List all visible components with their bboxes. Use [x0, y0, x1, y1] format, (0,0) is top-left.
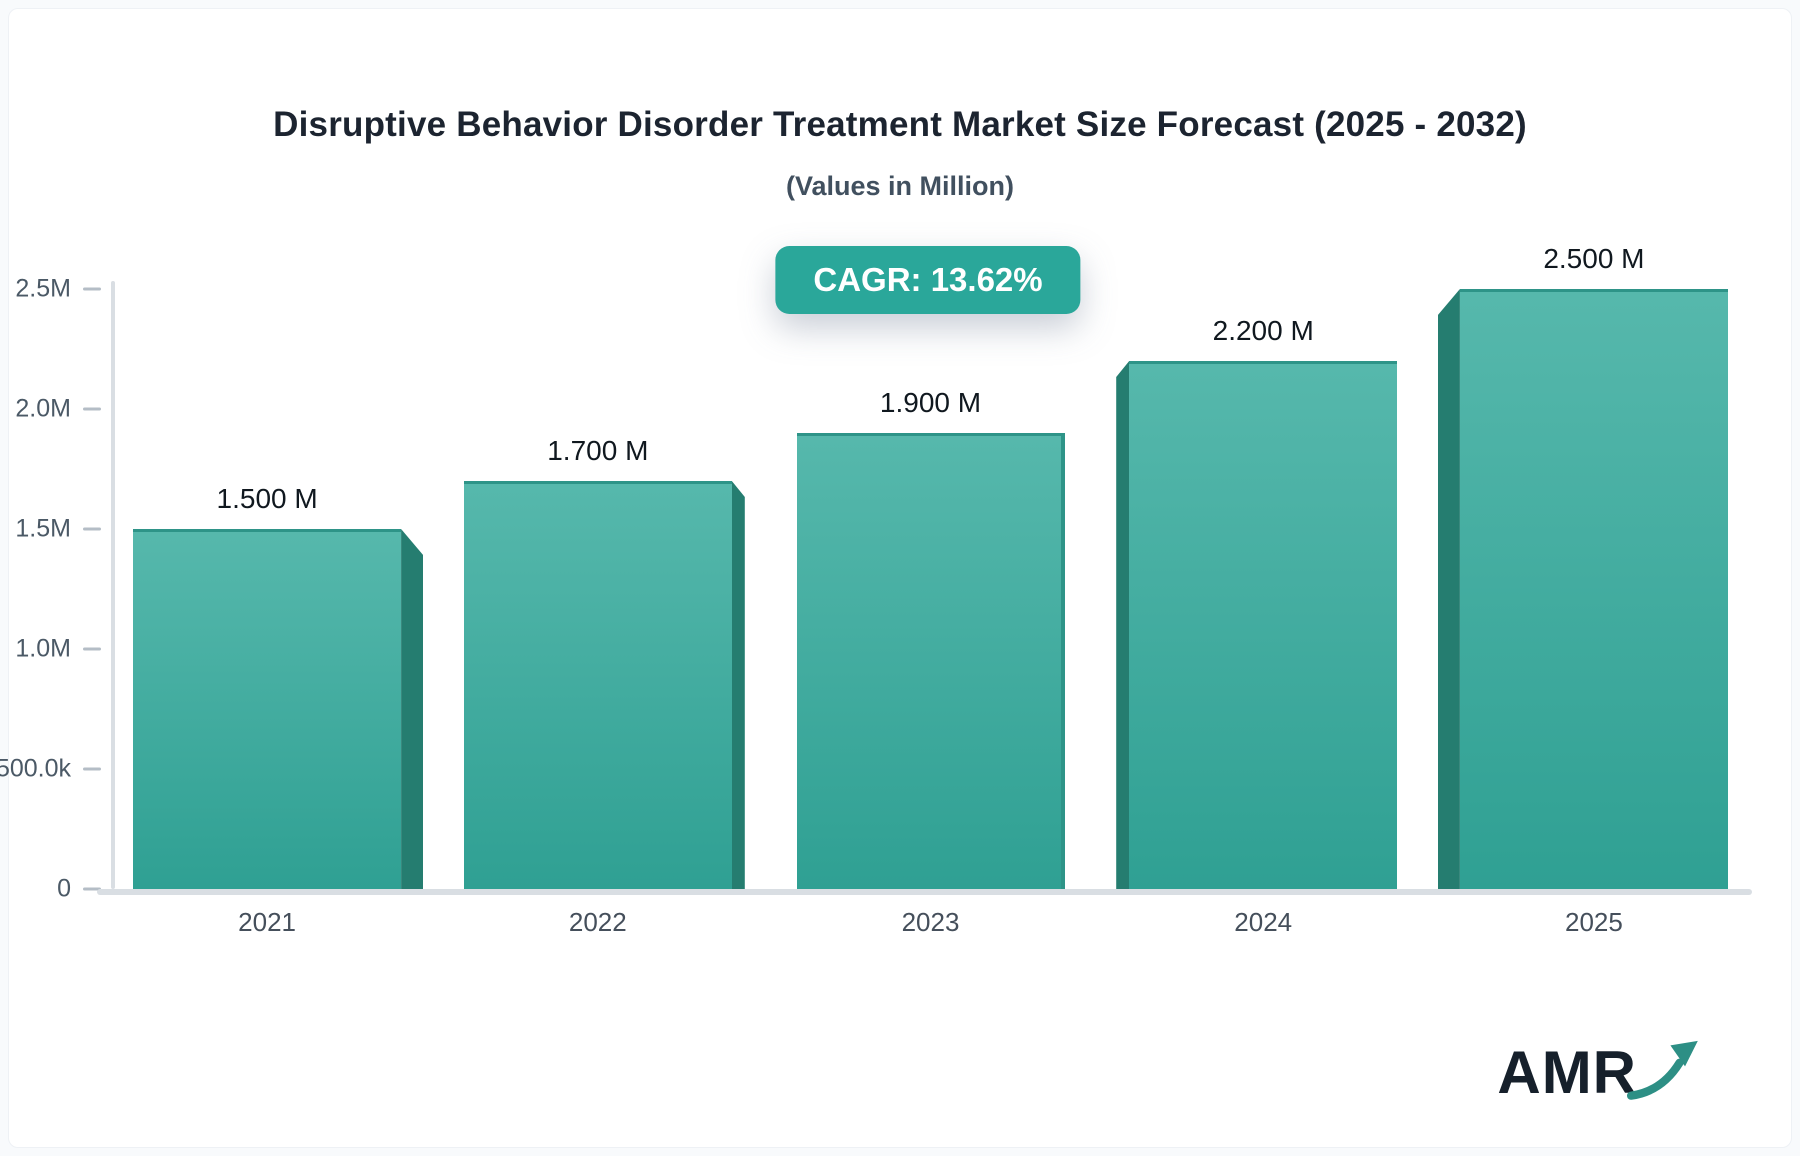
y-tick-mark: [83, 647, 101, 651]
x-axis-label: 2024: [1234, 907, 1293, 937]
amr-logo-text: AMR: [1497, 1039, 1637, 1106]
y-axis-tick: 0: [57, 875, 101, 904]
bar-face: [133, 529, 402, 889]
x-axis-line: [97, 889, 1752, 895]
bar-face: [796, 433, 1065, 889]
bar-side-face: [1437, 289, 1460, 889]
y-tick-label: 2.5M: [15, 274, 71, 303]
bar-value-label: 2.200 M: [1212, 315, 1314, 346]
y-axis-tick: 2.0M: [15, 395, 101, 424]
y-tick-mark: [83, 527, 101, 531]
bar-side-face: [731, 481, 745, 889]
y-axis-tick: 500.0k: [0, 755, 101, 784]
bar-face: [1459, 289, 1728, 889]
x-axis-label: 2025: [1564, 907, 1623, 937]
bar-value-label: 1.700 M: [547, 435, 649, 466]
bar-value-label: 2.500 M: [1543, 243, 1645, 274]
amr-logo: AMR: [1497, 1039, 1701, 1103]
bar-slot: 2.500 M: [1420, 243, 1746, 889]
bars: 1.500 M 1.700 M 1.900 M 2.200 M 2.500 M: [115, 243, 1746, 889]
bar-face: [463, 481, 732, 889]
bar: [1116, 361, 1398, 889]
x-axis-labels: 2021 2022 2023 2024 2025: [115, 907, 1746, 938]
bar-slot: 1.900 M: [767, 387, 1093, 889]
y-axis-tick: 1.5M: [15, 515, 101, 544]
y-axis-tick: 1.0M: [15, 635, 101, 664]
bar-face: [1129, 361, 1398, 889]
y-tick-label: 0: [57, 874, 71, 903]
x-axis-label: 2021: [238, 907, 297, 937]
y-tick-label: 500.0k: [0, 754, 71, 783]
x-axis-label: 2022: [568, 907, 627, 937]
chart-title: Disruptive Behavior Disorder Treatment M…: [273, 105, 1527, 144]
bar-side-face: [1116, 361, 1130, 889]
bar-value-label: 1.500 M: [216, 483, 318, 514]
y-tick-label: 1.5M: [15, 514, 71, 543]
y-tick-mark: [83, 767, 101, 771]
y-tick-label: 1.0M: [15, 634, 71, 663]
bar: [796, 433, 1065, 889]
y-tick-mark: [83, 407, 101, 411]
bar-side-face: [401, 529, 424, 889]
bar-slot: 1.700 M: [441, 435, 767, 889]
y-tick-label: 2.0M: [15, 394, 71, 423]
chart-subtitle: (Values in Million): [785, 171, 1015, 201]
plot-area: 2.5M 2.0M 1.5M 1.0M 500.0k 0 1.500 M 1.700 M 1.…: [0, 243, 1752, 937]
y-tick-mark: [83, 887, 101, 891]
cagr-badge: CAGR: 13.62%: [775, 246, 1081, 314]
x-axis-label: 2023: [901, 907, 960, 937]
y-axis-tick: 2.5M: [15, 275, 101, 304]
bar-slot: 2.200 M: [1094, 315, 1420, 889]
y-axis-line: [111, 281, 115, 889]
y-tick-mark: [83, 287, 101, 291]
chart-card: Disruptive Behavior Disorder Treatment M…: [0, 8, 1792, 1148]
bar: [463, 481, 745, 889]
bar-slot: 1.500 M: [115, 483, 441, 889]
growth-arrow-icon: [1627, 1040, 1698, 1100]
bar: [1437, 289, 1728, 889]
bar: [133, 529, 424, 889]
bar-value-label: 1.900 M: [879, 387, 982, 418]
